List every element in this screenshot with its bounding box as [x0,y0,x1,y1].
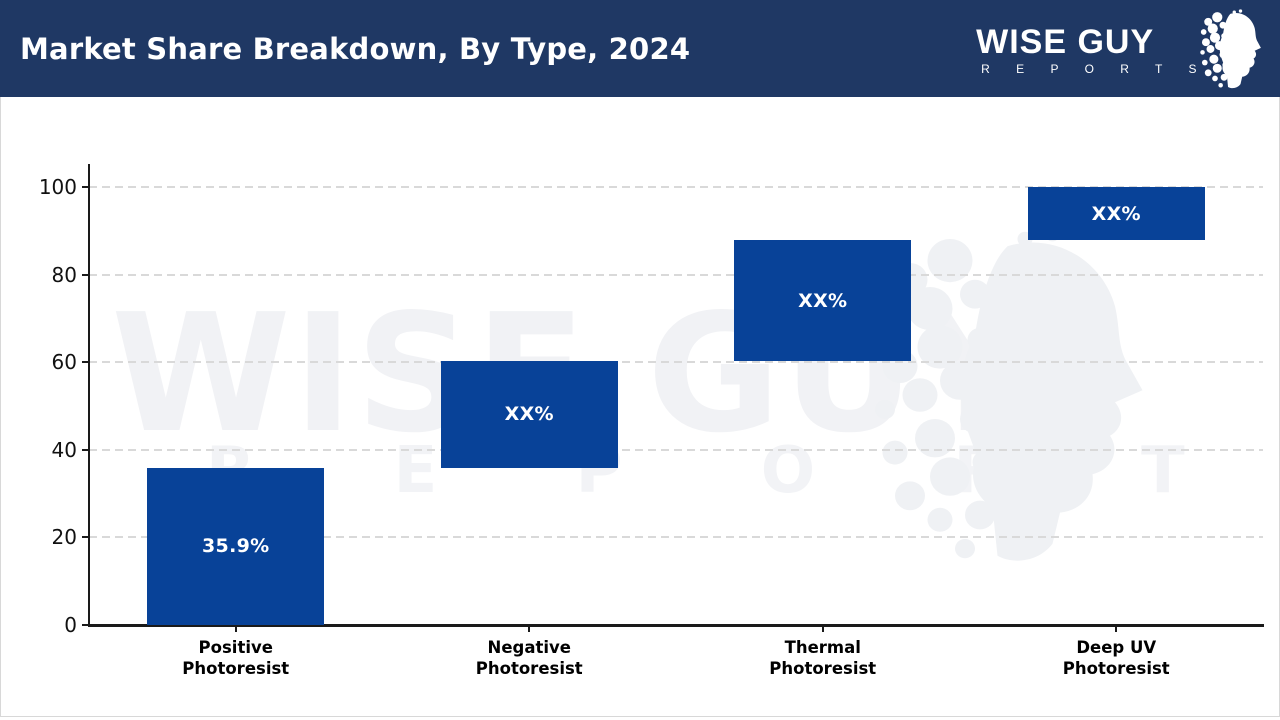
bar: XX% [734,240,912,361]
x-category-label-line: Positive [198,638,273,657]
bar-value-label: 35.9% [202,535,270,558]
x-category-label-line: Photoresist [475,659,583,678]
y-tick-mark [82,361,89,364]
x-tick-mark [1115,626,1118,632]
y-axis-line [88,164,90,625]
y-tick-label: 100 [38,175,77,199]
y-tick-mark [82,273,89,276]
y-tick-mark [82,186,89,188]
y-tick-label: 60 [51,350,77,375]
x-category-label: Thermal Photoresist [677,637,969,679]
x-category-label-line: Photoresist [182,659,290,678]
y-tick-label: 40 [51,437,77,462]
header: Market Share Breakdown, By Type, 2024 WI… [0,0,1280,97]
y-tick-label: 20 [51,525,77,550]
x-tick-mark [234,626,237,632]
x-category-label-line: Thermal [784,638,861,657]
logo-wordmark: WISE GUY [976,23,1155,61]
x-category-label-line: Deep UV [1076,638,1157,657]
gridline [89,361,1263,364]
x-axis-line [88,624,1264,627]
bar-value-label: XX% [504,403,554,426]
logo-face-icon [1200,8,1261,88]
x-category-label: Negative Photoresist [383,637,675,679]
y-tick-mark [82,448,89,451]
bar-value-label: XX% [798,289,848,312]
chart-title: Market Share Breakdown, By Type, 2024 [20,31,691,66]
x-category-label-line: Photoresist [1062,659,1170,678]
brand-logo: WISE GUY R E P O R T S [976,8,1266,89]
bar-value-label: XX% [1091,202,1141,225]
x-tick-mark [528,626,531,632]
gridline [89,273,1263,276]
logo-subtitle: R E P O R T S [981,62,1208,76]
x-tick-mark [821,626,824,632]
plot-area: 0 20 40 60 80 100 35.9% Positive Photoresist XX% N… [1,97,1279,715]
bar: 35.9% [147,467,325,625]
brand-logo-text: WISE GUY R E P O R T S [976,25,1208,76]
y-tick-mark [82,624,89,626]
gridline [89,536,1263,539]
x-category-label-line: Photoresist [769,659,877,678]
x-category-label-line: Negative [487,638,571,657]
bar: XX% [440,360,618,468]
bar: XX% [1027,187,1205,241]
y-tick-label: 80 [51,262,77,287]
gridline [89,186,1263,188]
plot-card: WISE GUY R E P O R T S 02040608010035.9%… [0,97,1280,717]
x-category-label: Deep UV Photoresist [970,637,1262,679]
y-tick-label: 0 [64,613,77,637]
gridline [89,448,1263,451]
y-tick-mark [82,536,89,539]
x-category-label: Positive Photoresist [90,637,382,679]
